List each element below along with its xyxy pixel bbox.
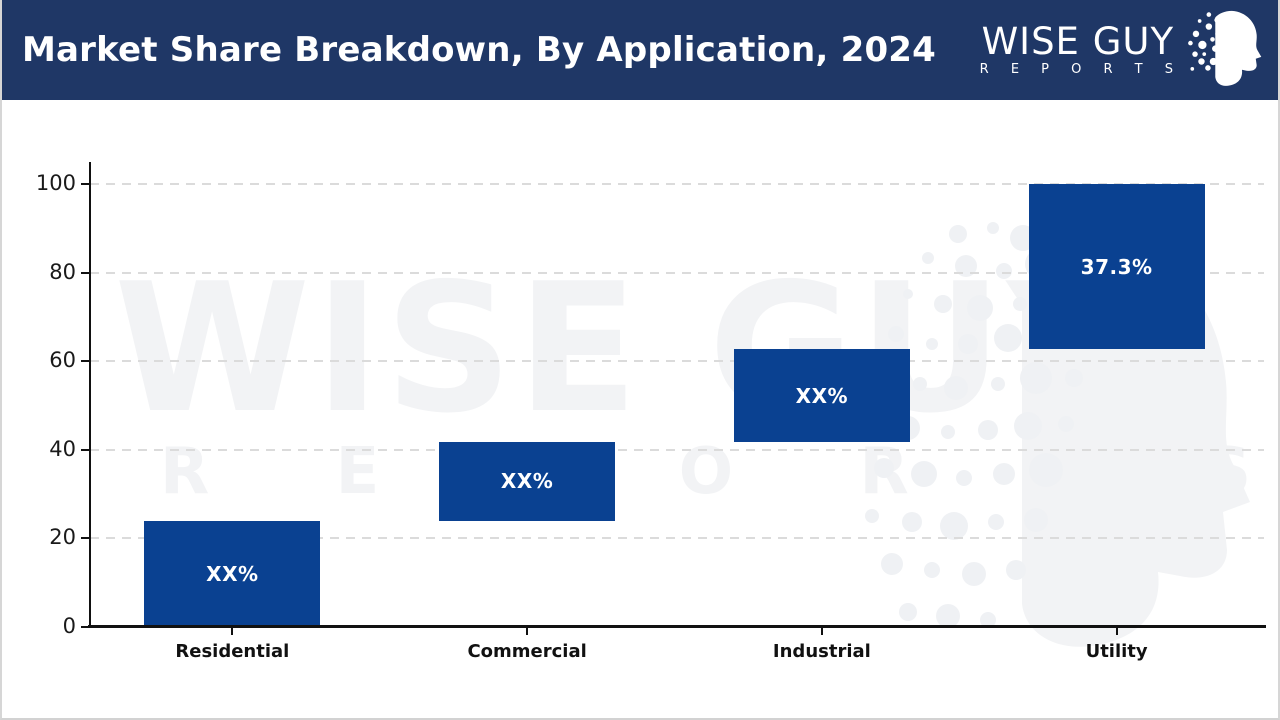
gridline-60 [90, 360, 1264, 363]
x-tick-label-commercial: Commercial [467, 641, 587, 662]
logo-head-dots [1188, 12, 1230, 83]
y-tick-label-0: 0 [62, 614, 76, 638]
bar-value-label-residential: XX% [206, 561, 259, 586]
y-tick-mark-20 [81, 537, 89, 540]
gridline-40 [90, 448, 1264, 451]
y-tick-label-40: 40 [49, 436, 76, 461]
y-tick-mark-40 [81, 448, 89, 451]
y-tick-label-60: 60 [49, 348, 76, 373]
header: Market Share Breakdown, By Application, … [2, 0, 1278, 100]
page-title: Market Share Breakdown, By Application, … [22, 30, 937, 70]
gridline-100 [90, 183, 1264, 185]
logo-text: WISE GUY R E P O R T S [974, 19, 1182, 78]
bar-utility: 37.3% [1028, 184, 1205, 350]
y-tick-mark-60 [81, 360, 89, 363]
x-tick-mark-utility [1115, 628, 1118, 635]
gridline-80 [90, 271, 1264, 274]
x-tick-label-utility: Utility [1085, 641, 1148, 662]
wiseguy-head-icon [1188, 10, 1262, 86]
x-tick-label-industrial: Industrial [772, 641, 871, 662]
x-tick-label-residential: Residential [175, 641, 290, 662]
bar-value-label-industrial: XX% [795, 383, 849, 408]
bar-commercial: XX% [439, 441, 616, 521]
gridline-20 [90, 537, 1264, 540]
y-tick-mark-0 [81, 626, 89, 628]
bar-value-label-commercial: XX% [500, 469, 554, 494]
x-axis-line [88, 625, 1266, 628]
bar-residential: XX% [144, 520, 321, 627]
x-tick-mark-industrial [820, 628, 823, 635]
y-axis-line [89, 162, 91, 627]
logo-wordmark: WISE GUY [981, 19, 1175, 63]
x-tick-mark-residential [231, 628, 234, 635]
wiseguy-logo: WISE GUY R E P O R T S [974, 0, 1276, 100]
y-tick-mark-80 [81, 271, 89, 274]
chart-area: WISE GUY R E P O R T S 0 20 40 60 80 100 XX% X… [2, 100, 1278, 718]
x-tick-mark-commercial [526, 628, 529, 635]
y-tick-label-100: 100 [35, 171, 76, 195]
logo-subtitle: R E P O R T S [979, 62, 1182, 78]
y-tick-mark-100 [81, 183, 89, 185]
y-tick-label-80: 80 [49, 259, 76, 284]
bar-industrial: XX% [733, 349, 910, 442]
bar-value-label-utility: 37.3% [1080, 254, 1153, 279]
y-tick-label-20: 20 [49, 525, 76, 550]
